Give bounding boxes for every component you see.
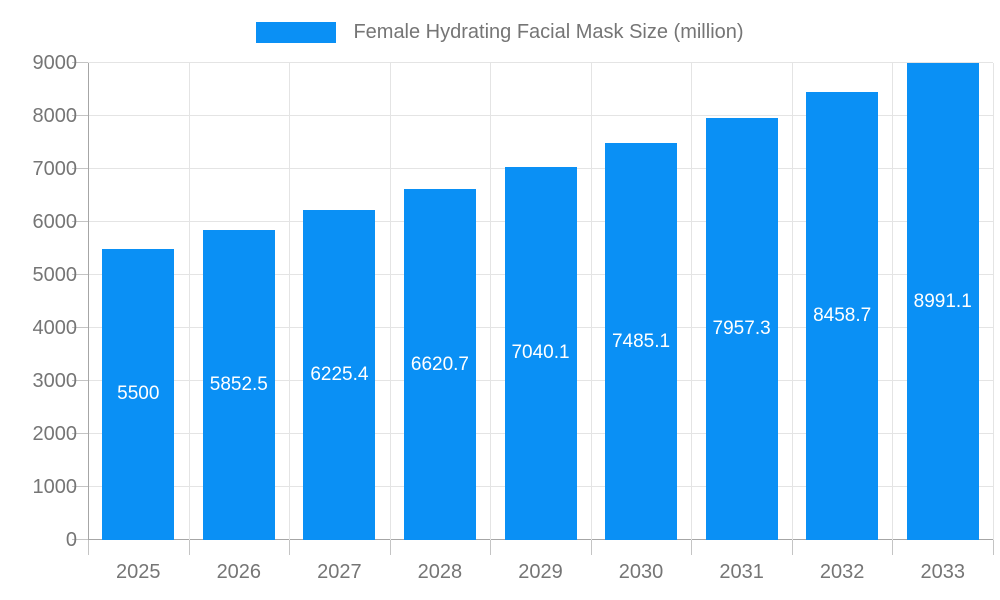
x-axis-tick [993,540,994,555]
y-axis-label: 5000 [32,264,78,286]
x-axis-tick [389,540,391,555]
x-axis-label: 2030 [618,561,664,583]
gridline-horizontal [88,62,993,63]
x-axis-label: 2032 [819,561,865,583]
bar: 7957.3 [705,118,778,540]
y-axis-tick [72,539,88,540]
gridline-vertical [188,63,190,540]
x-axis-tick [289,540,291,555]
bar-value-label: 7957.3 [712,318,771,340]
gridline-vertical [993,63,994,540]
legend-label: Female Hydrating Facial Mask Size (milli… [353,20,744,43]
y-axis-label: 1000 [32,476,78,498]
y-axis-label: 6000 [32,211,78,233]
bar: 8458.7 [806,91,879,540]
gridline-horizontal [88,115,993,116]
gridline-vertical [791,63,793,540]
bar-value-label: 6620.7 [410,353,469,375]
y-axis-label: 0 [65,529,77,551]
chart-legend: Female Hydrating Facial Mask Size (milli… [0,14,1000,50]
y-axis-tick [72,221,88,222]
bar-value-label: 6225.4 [310,364,369,386]
gridline-vertical [289,63,291,540]
bar: 6225.4 [303,210,376,540]
bar-value-label: 7485.1 [611,330,671,352]
x-axis-tick [490,540,492,555]
gridline-vertical [892,63,894,540]
x-axis-tick [188,540,190,555]
bar: 5852.5 [202,229,275,540]
x-axis-label: 2031 [719,561,764,583]
x-axis-tick [892,540,894,555]
legend-swatch [256,21,337,43]
bar: 7485.1 [605,143,678,540]
bar: 6620.7 [403,189,476,540]
y-axis-line [88,63,89,540]
y-axis-tick [72,380,88,381]
y-axis-label: 9000 [32,52,78,74]
y-axis-tick [72,327,88,328]
y-axis-tick [72,274,88,275]
plot-area: 5500 5852.5 6225.4 6620.7 7040.1 7485.1 7957.3… [72,62,994,555]
x-axis-tick [88,540,89,555]
x-axis-label: 2028 [417,561,463,583]
gridline-vertical [389,63,391,540]
y-axis-label: 2000 [32,423,78,445]
bar: 7040.1 [504,166,577,540]
gridline-vertical [590,63,592,540]
bar: 8991.1 [906,63,979,540]
gridline-vertical [490,63,492,540]
x-axis-tick [691,540,693,555]
gridline-vertical [691,63,693,540]
y-axis-tick [72,168,88,169]
x-axis-label: 2033 [920,561,965,583]
x-axis-label: 2029 [518,561,563,583]
x-axis-label: 2027 [317,561,362,583]
y-axis-tick [72,486,88,487]
x-axis-label: 2025 [116,561,161,583]
y-axis-label: 7000 [32,158,78,180]
bar-value-label: 5500 [117,383,160,405]
bar-value-label: 7040.1 [511,342,570,364]
y-axis-label: 8000 [32,105,78,127]
bar-value-label: 5852.5 [209,373,268,395]
x-axis-tick [590,540,592,555]
x-axis-tick [791,540,793,555]
y-axis-label: 4000 [32,317,78,339]
x-axis-label: 2026 [216,561,262,583]
y-axis-label: 3000 [32,370,78,392]
y-axis-tick [72,115,88,116]
bar-value-label: 8991.1 [913,290,972,312]
y-axis-tick [72,62,88,63]
y-axis-tick [72,433,88,434]
bar-value-label: 8458.7 [813,304,872,326]
bar: 5500 [102,248,175,540]
